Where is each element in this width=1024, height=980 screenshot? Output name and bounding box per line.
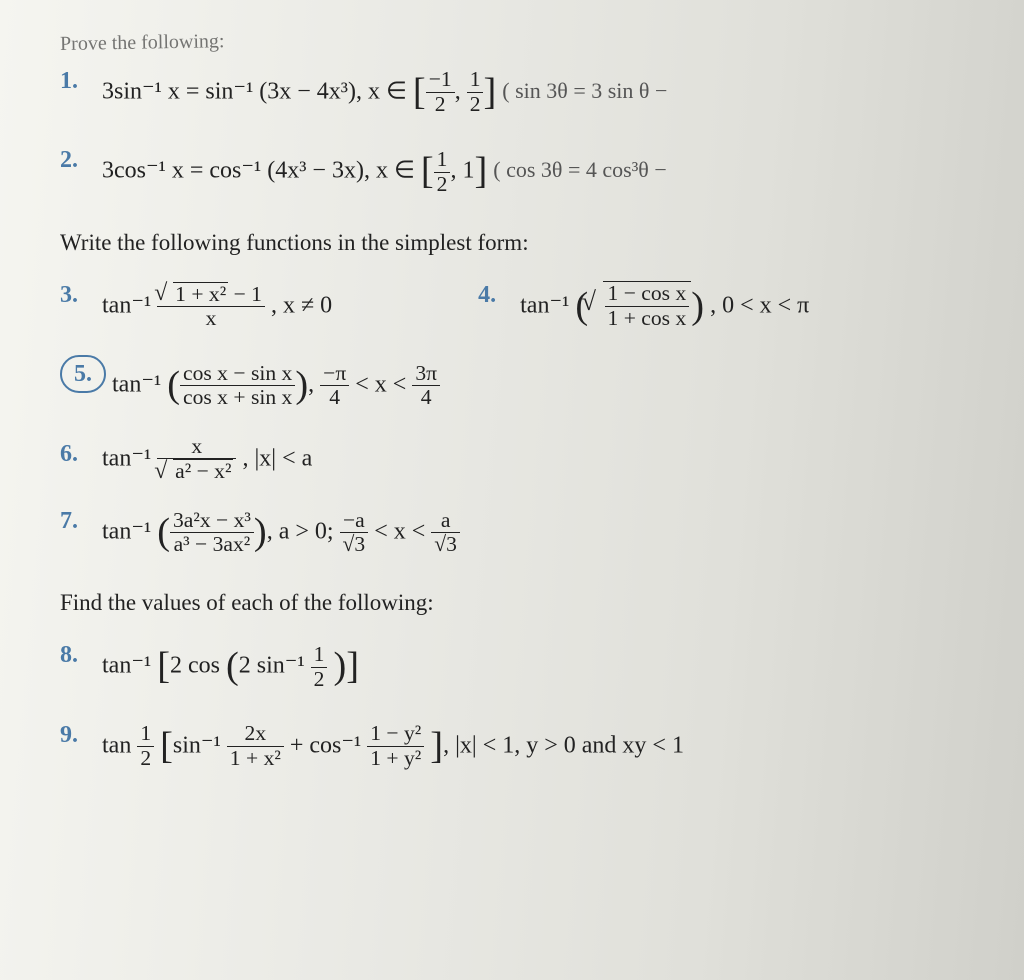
q9-num: 9. [60,716,96,754]
q5-num: 5. [60,355,106,393]
q2-body: 3cos⁻¹ x = cos⁻¹ (4x³ − 3x), x ∈ [12, 1] [102,141,487,202]
q1-num: 1. [60,62,96,100]
question-9: 9. tan 12 [sin⁻¹ 2x1 + x² + cos⁻¹ 1 − y²… [60,716,984,777]
question-5: 5. tan⁻¹ ( cos x − sin x cos x + sin x )… [60,355,984,416]
q6-body: tan⁻¹ x a² − x² , |x| < a [102,435,312,485]
question-2: 2. 3cos⁻¹ x = cos⁻¹ (4x³ − 3x), x ∈ [12,… [60,141,984,202]
header-cut: Prove the following: [60,12,984,60]
q4-num: 4. [478,276,514,314]
question-6: 6. tan⁻¹ x a² − x² , |x| < a [60,435,984,485]
q1-handnote: ( sin 3θ = 3 sin θ − [502,78,667,103]
question-4: 4. tan⁻¹ ( 1 − cos x 1 + cos x ) , 0 < x… [478,292,809,318]
q7-body: tan⁻¹ ( 3a²x − x³ a³ − 3ax² ), a > 0; −a… [102,502,460,563]
q1-body: 3sin⁻¹ x = sin⁻¹ (3x − 4x³), x ∈ [−12, 1… [102,62,496,123]
q2-handnote: ( cos 3θ = 4 cos³θ − [493,158,666,183]
q8-num: 8. [60,636,96,674]
q8-body: tan⁻¹ [2 cos (2 sin⁻¹ 12 )] [102,636,359,697]
q2-num: 2. [60,141,96,179]
row-q3-q4: 3. tan⁻¹ 1 + x² − 1 x , x ≠ 0 4. tan⁻¹ (… [60,276,984,337]
q3-body: tan⁻¹ 1 + x² − 1 x , x ≠ 0 [102,282,332,332]
instruction-2: Find the values of each of the following… [60,585,984,622]
q3-num: 3. [60,276,96,314]
q5-body: tan⁻¹ ( cos x − sin x cos x + sin x ), −… [112,355,440,416]
instruction-1: Write the following functions in the sim… [60,225,984,262]
question-1: 1. 3sin⁻¹ x = sin⁻¹ (3x − 4x³), x ∈ [−12… [60,62,984,123]
q4-body: tan⁻¹ ( 1 − cos x 1 + cos x ) , 0 < x < … [520,276,809,337]
q9-body: tan 12 [sin⁻¹ 2x1 + x² + cos⁻¹ 1 − y²1 +… [102,716,684,777]
q7-num: 7. [60,502,96,540]
question-7: 7. tan⁻¹ ( 3a²x − x³ a³ − 3ax² ), a > 0;… [60,502,984,563]
question-8: 8. tan⁻¹ [2 cos (2 sin⁻¹ 12 )] [60,636,984,697]
page: Prove the following: 1. 3sin⁻¹ x = sin⁻¹… [0,0,1024,980]
q6-num: 6. [60,435,96,473]
